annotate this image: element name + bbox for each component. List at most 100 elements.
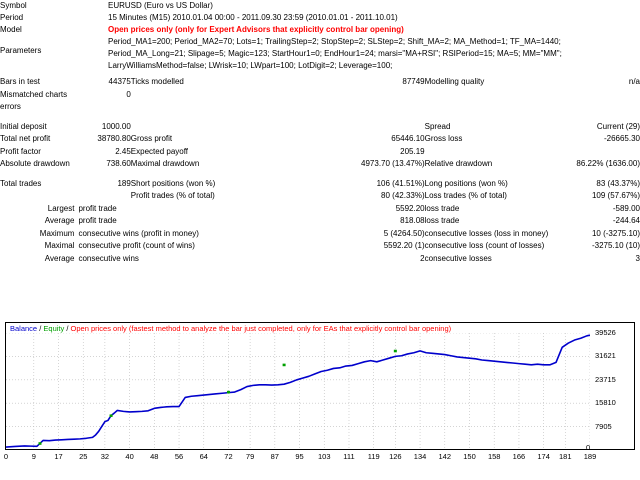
- x-tick-label: 189: [583, 452, 597, 461]
- x-tick-label: 9: [31, 452, 36, 461]
- x-tick-label: 64: [199, 452, 208, 461]
- total-net-profit-label: Total net profit: [0, 134, 51, 143]
- x-tick-label: 158: [487, 452, 501, 461]
- mismatched-spacer-c: [425, 89, 556, 114]
- chart-plot-area: [6, 333, 590, 450]
- x-tick-label: 32: [100, 452, 110, 461]
- relative-drawdown-value: 86.22% (1636.00): [576, 159, 640, 168]
- maximum-label: Maximum: [39, 228, 75, 238]
- stats-row-initial-deposit: Initial deposit 1000.00 Spread Current (…: [0, 121, 640, 134]
- header-row-symbol: Symbol EURUSD (Euro vs US Dollar): [0, 0, 640, 12]
- payoff-spacer-b: [555, 146, 640, 159]
- largest-spacer: [131, 203, 332, 216]
- x-tick-label: 25: [79, 452, 88, 461]
- model-value: Open prices only (only for Expert Adviso…: [108, 25, 404, 34]
- maximal-drawdown-label: Maximal drawdown: [130, 159, 200, 168]
- average-label: Average: [44, 216, 75, 225]
- maximal-consecutive-loss-value: -3275.10 (10): [591, 241, 640, 250]
- loss-trades-value: 109 (57.67%): [591, 191, 640, 200]
- average-spacer: [131, 215, 332, 228]
- model-label: Model: [0, 25, 22, 34]
- initial-deposit-label: Initial deposit: [0, 121, 47, 131]
- stats-row-maximum-consecutive: Maximum consecutive wins (profit in mone…: [0, 228, 640, 241]
- avg-consecutive-wins-label: consecutive wins: [78, 253, 139, 263]
- avg-consecutive-wins-value: 2: [420, 253, 425, 263]
- header-row-model: Model Open prices only (only for Expert …: [0, 24, 640, 36]
- average-loss-trade-label: loss trade: [424, 216, 460, 225]
- short-positions-label: Short positions (won %): [130, 178, 216, 188]
- max-consecutive-wins-value: 5 (4264.50): [383, 228, 425, 238]
- expected-payoff-value: 205.19: [400, 146, 425, 156]
- chart-svg: [6, 333, 590, 450]
- stats-row-average-consecutive: Average consecutive wins 2 consecutive l…: [0, 253, 640, 266]
- payoff-spacer-a: [425, 146, 556, 159]
- x-tick-label: 166: [512, 452, 526, 461]
- average-profit-trade-label: profit trade: [78, 216, 117, 225]
- y-tick-label: 39526: [595, 328, 616, 337]
- stats-spacer-2: [0, 171, 640, 178]
- y-tick-label: 23715: [595, 374, 616, 384]
- legend-balance-label: Balance: [10, 324, 38, 333]
- x-tick-label: 142: [438, 452, 452, 461]
- initial-deposit-value: 1000.00: [101, 121, 131, 131]
- mismatched-spacer-a: [131, 89, 332, 114]
- x-tick-label: 126: [389, 452, 402, 461]
- y-tick-label: 15810: [595, 398, 616, 408]
- long-positions-label: Long positions (won %): [424, 178, 508, 188]
- x-tick-label: 17: [54, 452, 63, 461]
- equity-marker: [226, 390, 230, 394]
- stats-row-largest: Largest profit trade 5592.20 loss trade …: [0, 203, 640, 216]
- absolute-drawdown-label: Absolute drawdown: [0, 159, 70, 168]
- bars-in-test-value: 44375: [108, 77, 131, 86]
- deposit-spacer-b: [332, 121, 425, 134]
- balance-equity-chart: Balance / Equity / Open prices only (fas…: [5, 322, 635, 450]
- modelling-quality-label: Modelling quality: [424, 77, 485, 86]
- legend-separator-2: /: [66, 324, 69, 333]
- x-tick-label: 40: [125, 452, 134, 461]
- balance-line: [6, 334, 590, 448]
- absolute-drawdown-value: 738.60: [106, 159, 131, 168]
- total-net-profit-value: 38780.80: [97, 134, 131, 143]
- symbol-label: Symbol: [0, 1, 27, 10]
- mismatched-errors-value: 0: [126, 89, 131, 99]
- x-tick-label: 150: [463, 452, 476, 461]
- period-label: Period: [0, 13, 24, 22]
- stats-spacer-1-cell: [0, 114, 640, 121]
- stats-row-total-trades: Total trades 189 Short positions (won %)…: [0, 178, 640, 191]
- relative-drawdown-label: Relative drawdown: [424, 159, 493, 168]
- average2-label: Average: [44, 253, 75, 263]
- largest-loss-trade-label: loss trade: [424, 203, 460, 213]
- avg-consecutive-losses-label: consecutive losses: [424, 253, 492, 263]
- largest-profit-trade-value: 5592.20: [395, 203, 425, 213]
- report-header-table: Symbol EURUSD (Euro vs US Dollar) Period…: [0, 0, 640, 72]
- legend-equity-label: Equity: [43, 324, 65, 333]
- report-stats-table: Bars in test 44375 Ticks modelled 87749 …: [0, 76, 640, 265]
- x-tick-label: 119: [367, 452, 380, 461]
- stats-row-net-profit: Total net profit 38780.80 Gross profit 6…: [0, 133, 640, 146]
- legend-separator-1: /: [39, 324, 42, 333]
- ticks-modelled-label: Ticks modelled: [130, 77, 184, 86]
- stats-row-drawdown: Absolute drawdown 738.60 Maximal drawdow…: [0, 158, 640, 171]
- stats-spacer-1: [0, 114, 640, 121]
- average-loss-trade-value: -244.64: [612, 216, 640, 225]
- strategy-tester-report: Symbol EURUSD (Euro vs US Dollar) Period…: [0, 0, 640, 461]
- expected-payoff-label: Expected payoff: [130, 146, 189, 156]
- parameters-line-1: Period_MA1=200; Period_MA2=70; Lots=1; T…: [108, 37, 561, 46]
- x-tick-label: 48: [150, 452, 159, 461]
- x-tick-label: 72: [224, 452, 233, 461]
- total-trades-label: Total trades: [0, 178, 42, 188]
- chart-y-axis-labels: 7905 15810 23715 31621 39526: [592, 329, 636, 450]
- stats-row-profit-factor: Profit factor 2.45 Expected payoff 205.1…: [0, 146, 640, 159]
- bars-in-test-label: Bars in test: [0, 77, 41, 86]
- average-profit-trade-value: 818.08: [400, 216, 425, 225]
- x-tick-label: 103: [317, 452, 331, 461]
- gross-loss-label: Gross loss: [424, 134, 463, 143]
- gross-profit-label: Gross profit: [130, 134, 173, 143]
- long-positions-value: 83 (43.37%): [596, 178, 640, 188]
- profit-trades-label: Profit trades (% of total): [130, 191, 215, 200]
- equity-marker: [109, 414, 113, 418]
- maximal-consecutive-loss-label: consecutive loss (count of losses): [424, 241, 545, 250]
- largest-loss-trade-value: -589.00: [612, 203, 640, 213]
- chart-legend: Balance / Equity / Open prices only (fas…: [10, 324, 451, 333]
- profit-trades-value: 80 (42.33%): [381, 191, 425, 200]
